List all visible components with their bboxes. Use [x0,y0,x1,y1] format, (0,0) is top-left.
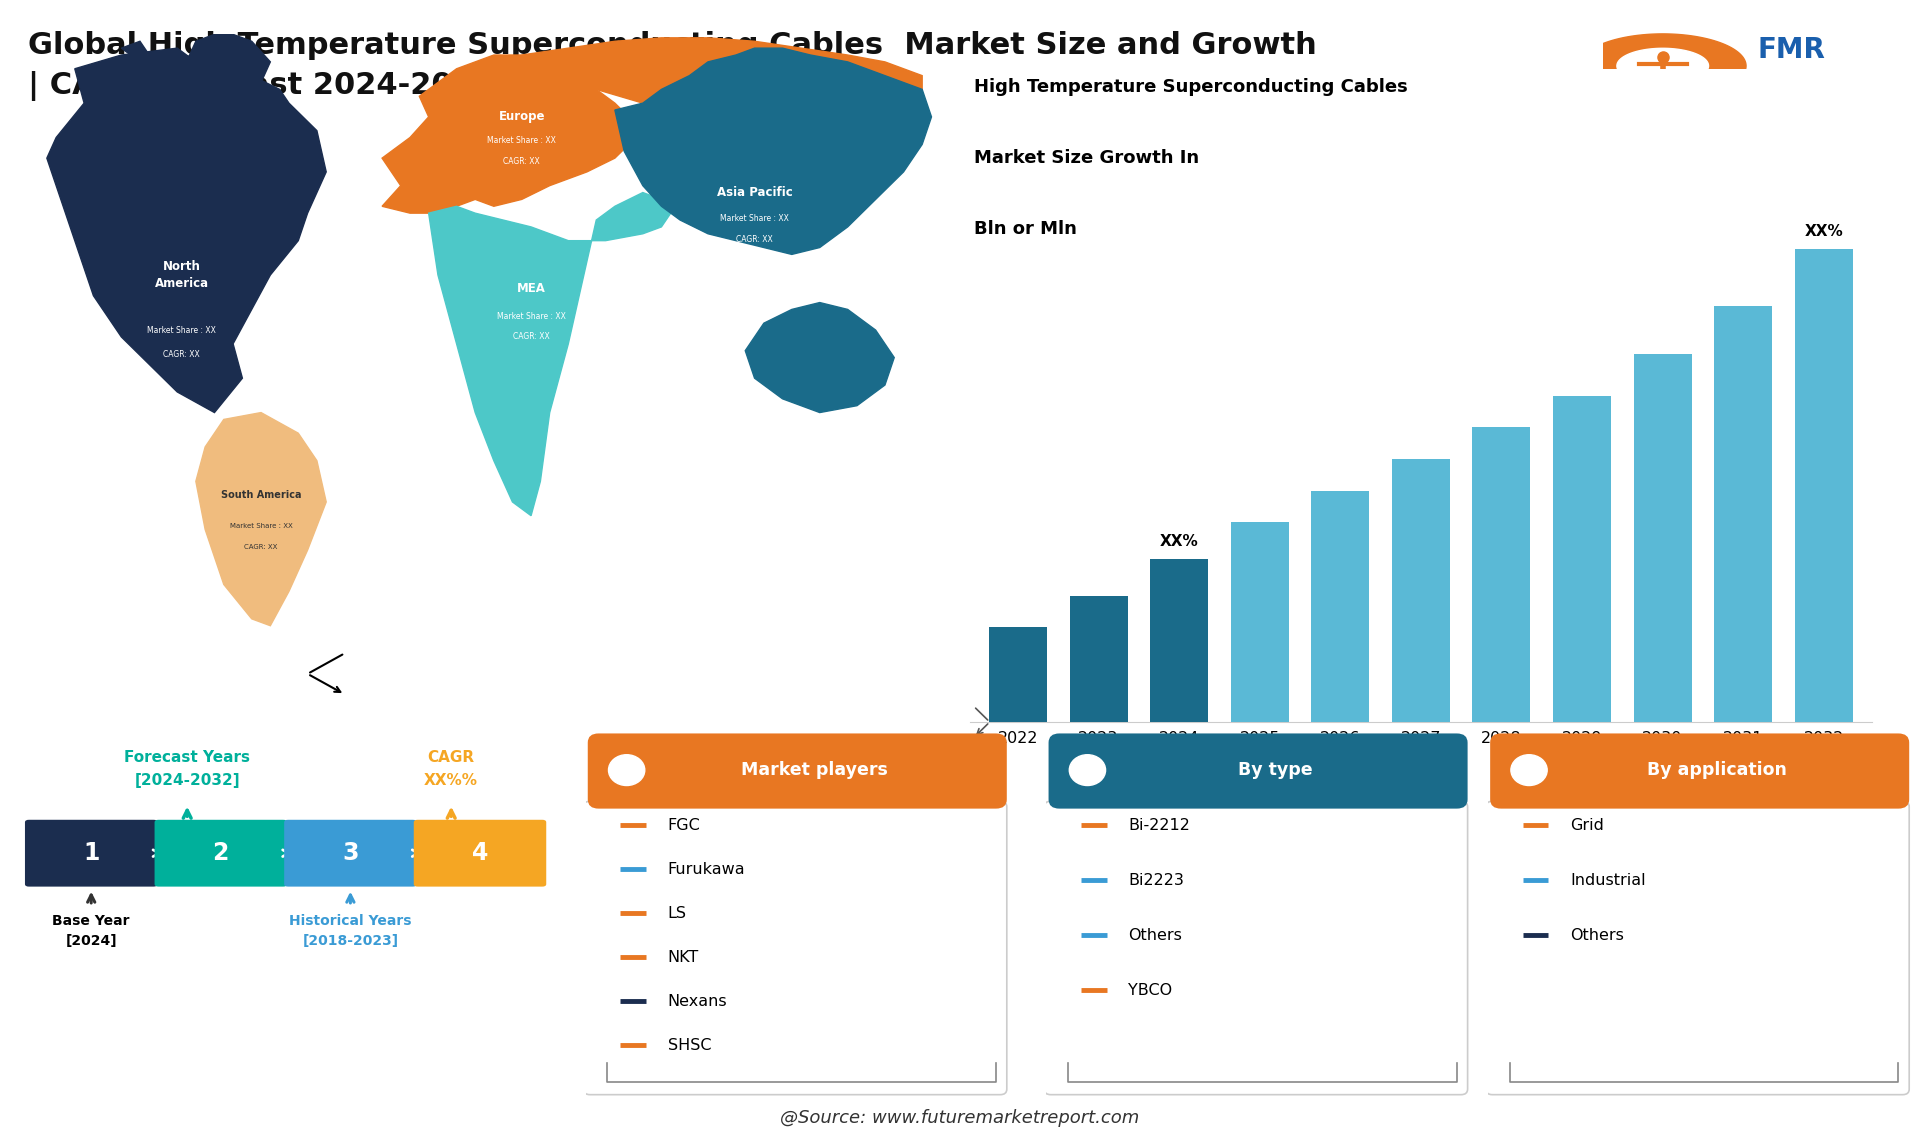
Polygon shape [121,41,150,55]
Bar [1473,427,1530,722]
FancyBboxPatch shape [584,801,1006,1094]
Text: [2024-2032]: [2024-2032] [134,774,240,788]
Text: FMR: FMR [1759,36,1826,63]
Text: XX%: XX% [1160,534,1198,549]
Text: CAGR: XX: CAGR: XX [735,235,774,244]
Text: XX%: XX% [1805,225,1843,240]
Circle shape [1511,755,1548,785]
Bar [1553,395,1611,722]
Text: 3: 3 [342,841,359,865]
Polygon shape [428,193,670,516]
FancyBboxPatch shape [588,733,1006,809]
Text: Bi2223: Bi2223 [1129,872,1185,888]
Polygon shape [1580,34,1745,97]
Text: Market Size Growth In: Market Size Growth In [973,149,1198,167]
Text: Market Share : XX: Market Share : XX [230,523,292,529]
Text: Furukawa: Furukawa [668,862,745,877]
Text: CAGR: XX: CAGR: XX [244,543,278,550]
Text: @Source: www.futuremarketreport.com: @Source: www.futuremarketreport.com [780,1109,1140,1127]
Text: Market Share : XX: Market Share : XX [148,325,217,335]
Bar [1069,596,1127,722]
FancyBboxPatch shape [415,819,545,887]
Text: Market Share : XX: Market Share : XX [720,214,789,223]
Text: Forecast Years: Forecast Years [125,749,250,764]
Polygon shape [382,55,643,213]
Text: Market Share : XX: Market Share : XX [488,136,557,146]
Circle shape [609,755,645,785]
Text: Others: Others [1571,927,1624,943]
Text: North
America: North America [156,260,209,290]
Text: [2018-2023]: [2018-2023] [301,934,399,949]
Text: High Temperature Superconducting Cables: High Temperature Superconducting Cables [973,78,1407,96]
FancyBboxPatch shape [154,819,288,887]
Bar [1634,354,1692,722]
Text: 1: 1 [83,841,100,865]
Bar [1150,559,1208,722]
Text: CAGR: XX: CAGR: XX [503,157,540,166]
Polygon shape [522,38,922,124]
Text: Grid: Grid [1571,817,1603,833]
Text: Bi-2212: Bi-2212 [1129,817,1190,833]
Text: MEA: MEA [516,282,545,296]
Text: CAGR: CAGR [428,749,474,764]
Text: Base Year: Base Year [52,915,131,928]
Text: Asia Pacific: Asia Pacific [716,186,793,199]
Text: 2: 2 [213,841,228,865]
Text: Historical Years: Historical Years [290,915,411,928]
FancyBboxPatch shape [1048,733,1467,809]
Bar [1311,490,1369,722]
Text: Market players: Market players [741,761,887,779]
Text: Global High Temperature Superconducting Cables  Market Size and Growth: Global High Temperature Superconducting … [29,31,1317,60]
Circle shape [1069,755,1106,785]
Text: FGC: FGC [668,817,701,833]
Polygon shape [745,303,895,413]
Text: FUTURE MARKET REPORT: FUTURE MARKET REPORT [1759,74,1837,79]
Text: Industrial: Industrial [1571,872,1645,888]
Text: By type: By type [1238,761,1313,779]
Polygon shape [614,48,931,254]
Text: Market Share : XX: Market Share : XX [497,312,566,321]
Polygon shape [856,138,895,172]
Text: CAGR: XX: CAGR: XX [163,350,200,359]
Polygon shape [186,31,271,89]
FancyBboxPatch shape [284,819,417,887]
Text: CAGR: XX: CAGR: XX [513,332,549,342]
Text: | CAGR Forecast 2024-2032: | CAGR Forecast 2024-2032 [29,71,495,101]
FancyBboxPatch shape [1490,733,1908,809]
Text: SHSC: SHSC [668,1037,710,1053]
FancyBboxPatch shape [25,819,157,887]
Polygon shape [196,413,326,626]
Bar [1715,306,1772,722]
FancyBboxPatch shape [1044,801,1467,1094]
Polygon shape [1617,48,1709,84]
Text: NKT: NKT [668,950,699,965]
Bar [1392,460,1450,722]
FancyBboxPatch shape [1486,801,1908,1094]
Text: Bln or Mln: Bln or Mln [973,220,1077,238]
Polygon shape [46,48,326,413]
Text: LS: LS [668,905,687,920]
Text: YBCO: YBCO [1129,982,1173,998]
Text: XX%%: XX%% [424,774,478,788]
Bar [1231,523,1288,722]
Text: South America: South America [221,490,301,500]
Text: By application: By application [1647,761,1788,779]
Bar [1795,249,1853,722]
Bar [989,627,1046,722]
Text: [2024]: [2024] [65,934,117,949]
Text: 4: 4 [472,841,488,865]
Text: Nexans: Nexans [668,994,728,1008]
Text: Others: Others [1129,927,1183,943]
Text: Europe: Europe [499,110,545,124]
